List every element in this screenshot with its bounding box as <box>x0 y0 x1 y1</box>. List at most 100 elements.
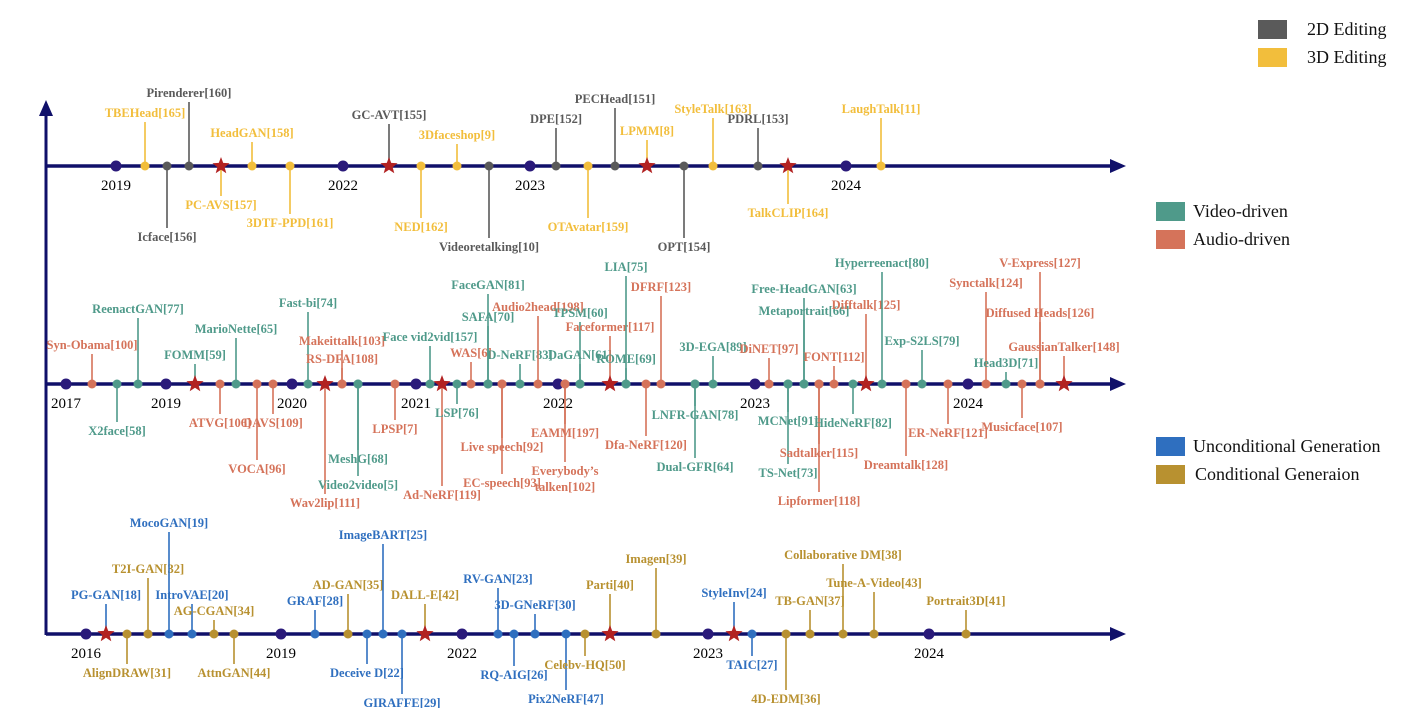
milestone: Syn-Obama[100] <box>47 338 138 389</box>
milestone-label: Audio2head[198] <box>492 300 584 314</box>
milestone-label: Makeittalk[103] <box>299 334 385 348</box>
milestone: MarioNette[65] <box>195 322 277 389</box>
legend-item-3d-editing: 3D Editing <box>1258 43 1387 71</box>
milestone-label: DiNET[97] <box>739 342 798 356</box>
milestone: PC-AVS[157] <box>185 157 257 212</box>
year-dot <box>110 160 122 172</box>
milestone-label: LPMM[8] <box>620 124 674 138</box>
milestone: WAS[6] <box>450 346 492 389</box>
milestone-label: LIA[75] <box>604 260 647 274</box>
milestone-label: Pirenderer[160] <box>147 86 232 100</box>
milestone-dot <box>416 161 426 171</box>
milestone-dot <box>551 161 561 171</box>
milestone: FOMM[59] <box>164 348 226 392</box>
milestone-dot <box>1017 379 1027 389</box>
milestone: Collaborative DM[38] <box>784 548 902 639</box>
milestone-label: RS-DFA[108] <box>306 352 378 366</box>
milestone: DAVS[109] <box>243 379 303 430</box>
milestone-label: Fast-bi[74] <box>279 296 337 310</box>
year-label: 2024 <box>914 646 945 662</box>
year-dot <box>337 160 349 172</box>
milestone-dot <box>378 629 388 639</box>
milestone: 4D-EDM[36] <box>751 629 821 706</box>
milestone-label: Dreamtalk[128] <box>864 458 948 472</box>
milestone: Hyperreenact[80] <box>835 256 929 389</box>
milestone-label: StyleInv[24] <box>701 586 766 600</box>
milestone: StyleInv[24] <box>701 586 767 642</box>
milestone-label: Portrait3D[41] <box>926 594 1005 608</box>
milestone-label: DaGAN[61] <box>548 348 612 362</box>
star-icon <box>416 625 434 642</box>
legend-label: 3D Editing <box>1307 46 1387 67</box>
milestone-label: Syn-Obama[100] <box>47 338 138 352</box>
milestone-label: Wav2lip[111] <box>290 496 360 510</box>
milestone: FONT[112] <box>803 350 865 389</box>
milestone-dot <box>799 379 809 389</box>
legend-label: Unconditional Generation <box>1193 435 1381 456</box>
milestone: Pirenderer[160] <box>147 86 232 171</box>
milestone: 3DTF-PPD[161] <box>247 161 333 230</box>
editing-timeline: 2019 2022 2023 2024 TBEHead[165] Icface[156] P… <box>46 86 1126 254</box>
milestone-label: PG-GAN[18] <box>71 588 141 602</box>
milestone-label: ReenactGAN[77] <box>92 302 184 316</box>
milestone-label: IntroVAE[20] <box>155 588 228 602</box>
milestone-dot <box>515 379 525 389</box>
milestone: TB-GAN[37] <box>775 594 845 639</box>
milestone-dot <box>610 161 620 171</box>
swatch-audio <box>1156 229 1185 249</box>
milestone: Deceive D[22] <box>330 629 404 680</box>
milestone: EC-speech[93] <box>463 379 541 490</box>
milestone-label: Pix2NeRF[47] <box>528 692 604 706</box>
star-icon <box>601 375 619 392</box>
generation-timeline: 2016 2019 2022 2023 2024 PG-GAN[18] AlignDRAW[… <box>46 516 1126 708</box>
milestone-dot <box>133 379 143 389</box>
milestone-label: AD-GAN[35] <box>313 578 384 592</box>
year-dot <box>286 378 298 390</box>
milestone: GaussianTalker[148] <box>1008 340 1120 392</box>
milestone-dot <box>397 629 407 639</box>
milestone-label: V-Express[127] <box>999 256 1080 270</box>
milestone-dot <box>530 629 540 639</box>
milestone-dot <box>484 161 494 171</box>
milestone-label: Head3D[71] <box>974 356 1039 370</box>
milestone-dot <box>209 629 219 639</box>
milestone: Audio2head[198] <box>492 300 584 389</box>
star-icon <box>212 157 230 174</box>
milestone-label: Musicface[107] <box>981 420 1062 434</box>
year-label: 2017 <box>51 396 82 412</box>
milestone-label: MocoGAN[19] <box>130 516 208 530</box>
milestone: NED[162] <box>394 161 448 234</box>
milestone: Face vid2vid[157] <box>383 330 477 389</box>
milestone: X2face[58] <box>88 379 146 438</box>
year-dot <box>160 378 172 390</box>
milestone-label: T2I-GAN[32] <box>112 562 184 576</box>
milestone-dot <box>483 379 493 389</box>
milestone-dot <box>122 629 132 639</box>
milestone-dot <box>143 629 153 639</box>
milestone-label: DFRF[123] <box>631 280 691 294</box>
milestone: AttnGAN[44] <box>198 629 270 680</box>
milestone-dot <box>310 629 320 639</box>
milestone: RQ-AIG[26] <box>480 629 548 682</box>
milestone: TAIC[27] <box>726 629 778 672</box>
milestone-dot <box>708 161 718 171</box>
milestone-dot <box>112 379 122 389</box>
year-dot <box>275 628 287 640</box>
milestone-label: PECHead[151] <box>575 92 656 106</box>
milestone-dot <box>753 161 763 171</box>
milestone-label: Deceive D[22] <box>330 666 404 680</box>
milestone-dot <box>869 629 879 639</box>
star-icon <box>380 157 398 174</box>
milestone-label: GIRAFFE[29] <box>363 696 440 708</box>
milestone-dot <box>708 379 718 389</box>
legend-item-conditional: Conditional Generaion <box>1156 460 1380 488</box>
milestone: PDRL[153] <box>727 112 789 171</box>
milestone-label: DPE[152] <box>530 112 582 126</box>
milestone-dot <box>838 629 848 639</box>
milestone: D-NeRF[83] <box>487 348 553 389</box>
milestone: Ad-NeRF[119] <box>403 375 481 502</box>
milestone-dot <box>497 379 507 389</box>
milestone-dot <box>184 161 194 171</box>
milestone-label: Faceformer[117] <box>566 320 655 334</box>
